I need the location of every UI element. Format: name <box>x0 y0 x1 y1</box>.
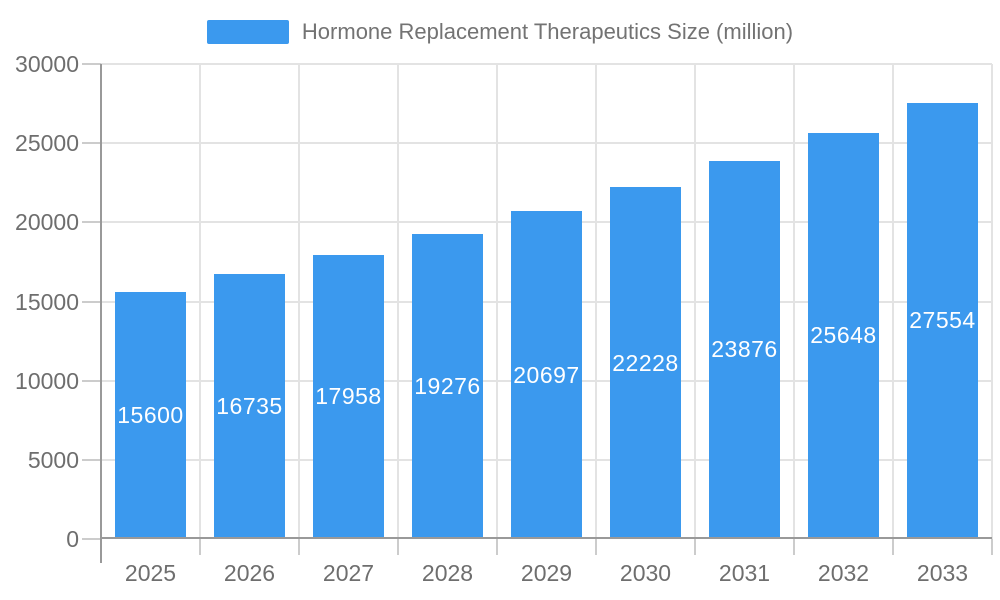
x-axis-tick <box>991 539 993 555</box>
y-tick-label: 5000 <box>27 446 79 473</box>
y-axis-tick <box>82 379 101 382</box>
y-axis-line <box>100 64 102 563</box>
x-tick-label: 2025 <box>124 560 177 586</box>
v-gridline <box>991 64 993 539</box>
x-tick-label: 2027 <box>322 560 375 586</box>
bar-value-label: 22228 <box>612 349 679 376</box>
bar: 20697 <box>511 211 582 539</box>
y-tick-label: 15000 <box>15 288 79 315</box>
y-axis-tick <box>82 458 101 461</box>
bar: 22228 <box>610 187 681 539</box>
bar-value-label: 25648 <box>810 322 877 349</box>
v-gridline <box>199 64 201 539</box>
legend-swatch[interactable] <box>206 20 289 44</box>
h-gridline <box>101 63 992 65</box>
bar-value-label: 20697 <box>513 361 580 388</box>
v-gridline <box>595 64 597 539</box>
x-tick-label: 2032 <box>817 560 870 586</box>
x-axis-tick <box>397 539 399 555</box>
y-axis-tick <box>82 221 101 224</box>
x-axis-tick <box>595 539 597 555</box>
v-gridline <box>793 64 795 539</box>
y-axis-tick <box>82 538 101 540</box>
x-tick-label: 2028 <box>421 560 474 586</box>
x-tick-label: 2026 <box>223 560 276 586</box>
y-tick-label: 0 <box>66 526 79 552</box>
bar: 25648 <box>808 132 879 539</box>
bar-value-label: 27554 <box>909 307 976 334</box>
y-axis-tick <box>82 63 101 65</box>
y-tick-label: 30000 <box>15 51 79 77</box>
v-gridline <box>892 64 894 539</box>
bar: 16735 <box>214 274 285 539</box>
bar: 23876 <box>709 160 780 539</box>
y-tick-label: 20000 <box>15 209 79 236</box>
plot-area: 0 5000 10000 15000 20000 25000 30000 2025 15600 2… <box>15 51 993 586</box>
x-tick-label: 2033 <box>916 560 969 586</box>
v-gridline <box>397 64 399 539</box>
h-gridline <box>101 142 992 145</box>
y-tick-label: 25000 <box>15 130 79 157</box>
x-axis-line <box>101 537 992 539</box>
bar-value-label: 15600 <box>117 402 184 428</box>
v-gridline <box>694 64 696 539</box>
x-axis-tick <box>892 539 894 555</box>
x-axis-tick <box>694 539 696 555</box>
v-gridline <box>298 64 300 539</box>
bar: 27554 <box>907 102 978 539</box>
v-gridline <box>496 64 498 539</box>
bar-value-label: 17958 <box>315 383 382 410</box>
y-axis-tick <box>82 142 101 145</box>
y-tick-label: 10000 <box>15 367 79 394</box>
legend-label[interactable]: Hormone Replacement Therapeutics Size (m… <box>301 19 794 44</box>
bar-value-label: 23876 <box>711 336 778 363</box>
bar: 17958 <box>313 254 384 539</box>
x-tick-label: 2029 <box>520 560 573 586</box>
x-axis-tick <box>793 539 795 555</box>
bar-value-label: 19276 <box>414 372 481 399</box>
x-axis-tick <box>496 539 498 555</box>
y-axis-tick <box>82 300 101 303</box>
x-tick-label: 2031 <box>718 560 771 586</box>
bar: 15600 <box>115 292 186 539</box>
legend[interactable]: Hormone Replacement Therapeutics Size (m… <box>0 17 1000 47</box>
x-axis-tick <box>199 539 201 555</box>
bar-value-label: 16735 <box>216 393 283 419</box>
x-tick-label: 2030 <box>619 560 672 586</box>
x-axis-tick <box>298 539 300 555</box>
bar: 19276 <box>412 233 483 539</box>
